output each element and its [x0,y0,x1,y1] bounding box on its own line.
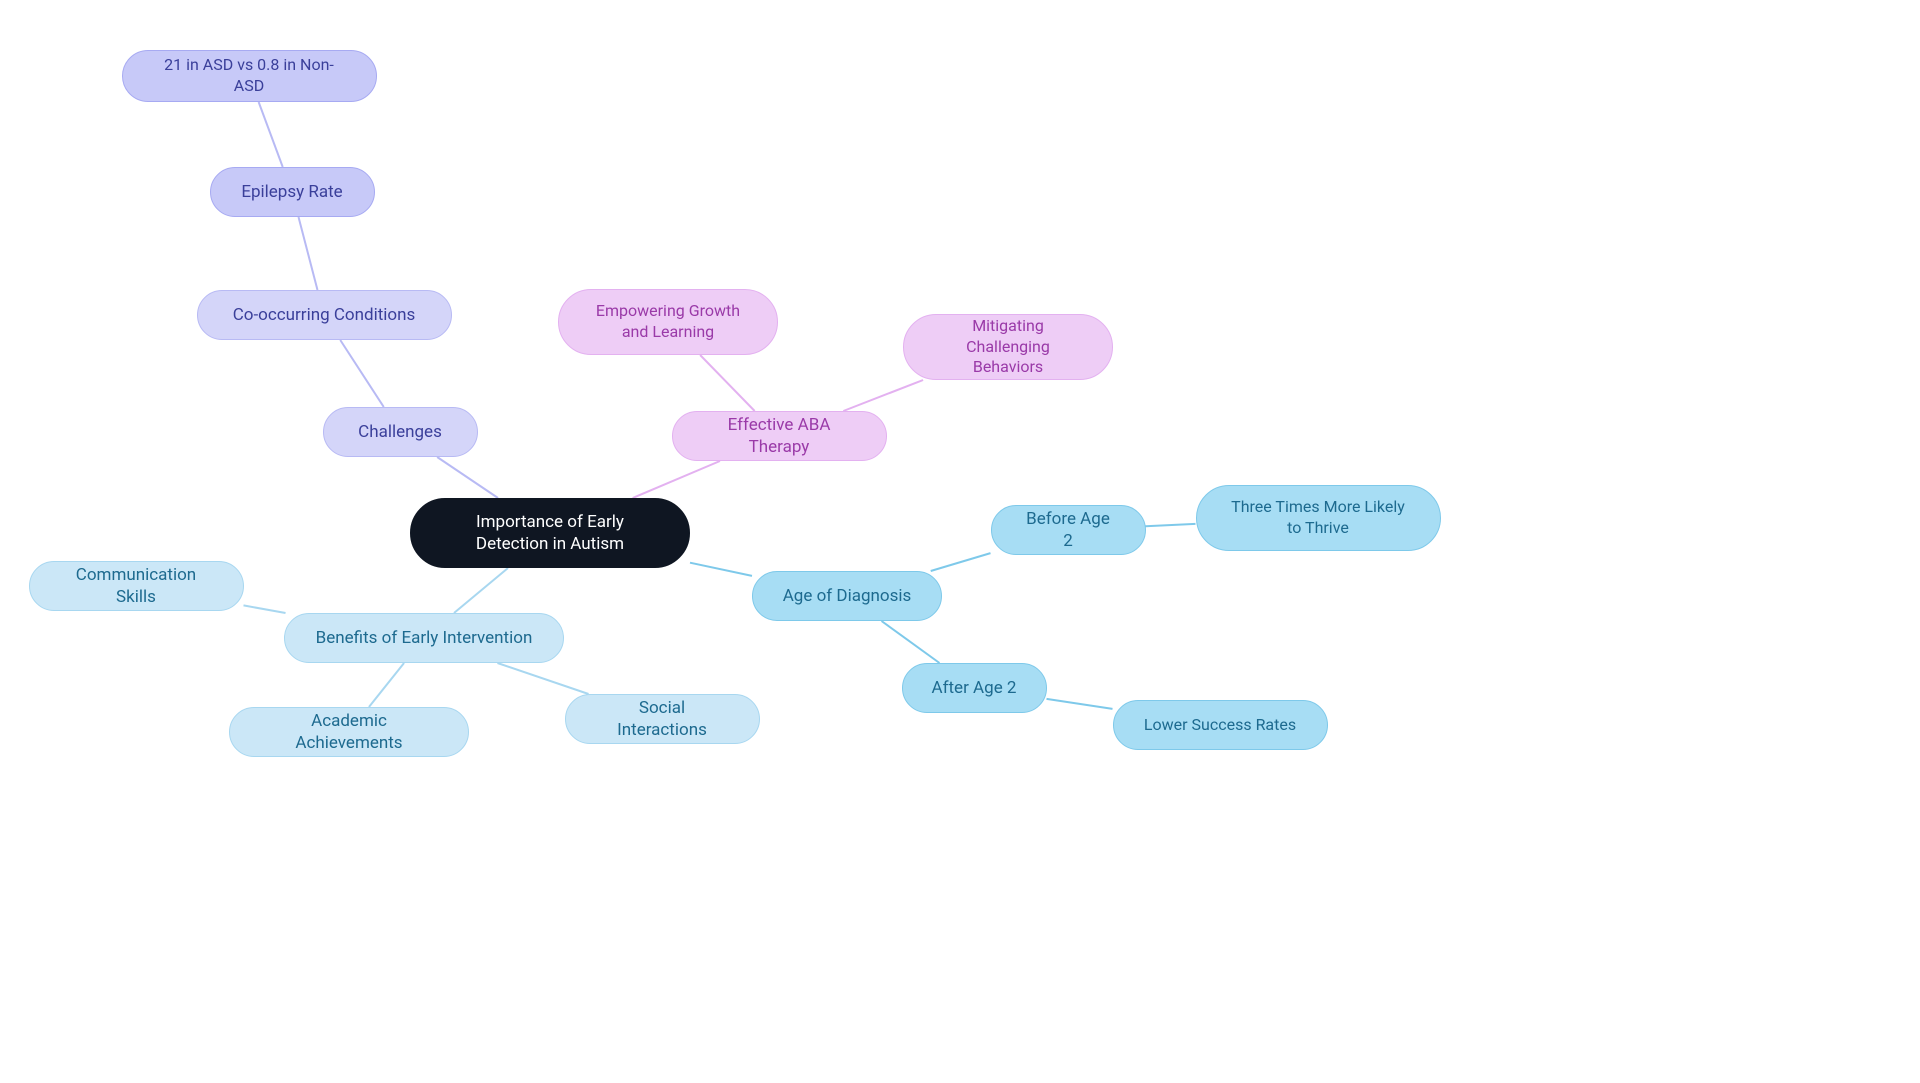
node-comm: Communication Skills [29,561,244,611]
node-age: Age of Diagnosis [752,571,942,621]
node-after2_stat: Lower Success Rates [1113,700,1328,750]
edge-center-age [690,563,752,576]
node-social: Social Interactions [565,694,760,744]
edge-age-before2 [931,553,991,571]
node-challenges: Challenges [323,407,478,457]
edge-center-benefits [454,568,508,613]
edges-layer [0,0,1920,1083]
node-benefits: Benefits of Early Intervention [284,613,564,663]
node-before2_stat: Three Times More Likely to Thrive [1196,485,1441,551]
edge-benefits-social [497,663,588,694]
edge-challenges-cooccurring [340,340,384,407]
node-aba_mitigate: Mitigating Challenging Behaviors [903,314,1113,380]
edge-benefits-comm [244,605,286,613]
edge-epilepsy-epilepsy_stat [259,102,283,167]
edge-cooccurring-epilepsy [299,217,318,290]
node-center: Importance of Early Detection in Autism [410,498,690,568]
node-cooccurring: Co-occurring Conditions [197,290,452,340]
node-after2: After Age 2 [902,663,1047,713]
edge-aba-aba_mitigate [843,380,923,411]
edge-center-challenges [437,457,498,498]
node-aba: Effective ABA Therapy [672,411,887,461]
node-epilepsy_stat: 21 in ASD vs 0.8 in Non-ASD [122,50,377,102]
edge-center-aba [633,461,720,498]
edge-age-after2 [882,621,940,663]
edge-benefits-academic [369,663,404,707]
edge-before2-before2_stat [1146,524,1196,526]
node-aba_empower: Empowering Growth and Learning [558,289,778,355]
node-before2: Before Age 2 [991,505,1146,555]
node-epilepsy: Epilepsy Rate [210,167,375,217]
node-academic: Academic Achievements [229,707,469,757]
edge-aba-aba_empower [700,355,755,411]
edge-after2-after2_stat [1047,699,1113,709]
